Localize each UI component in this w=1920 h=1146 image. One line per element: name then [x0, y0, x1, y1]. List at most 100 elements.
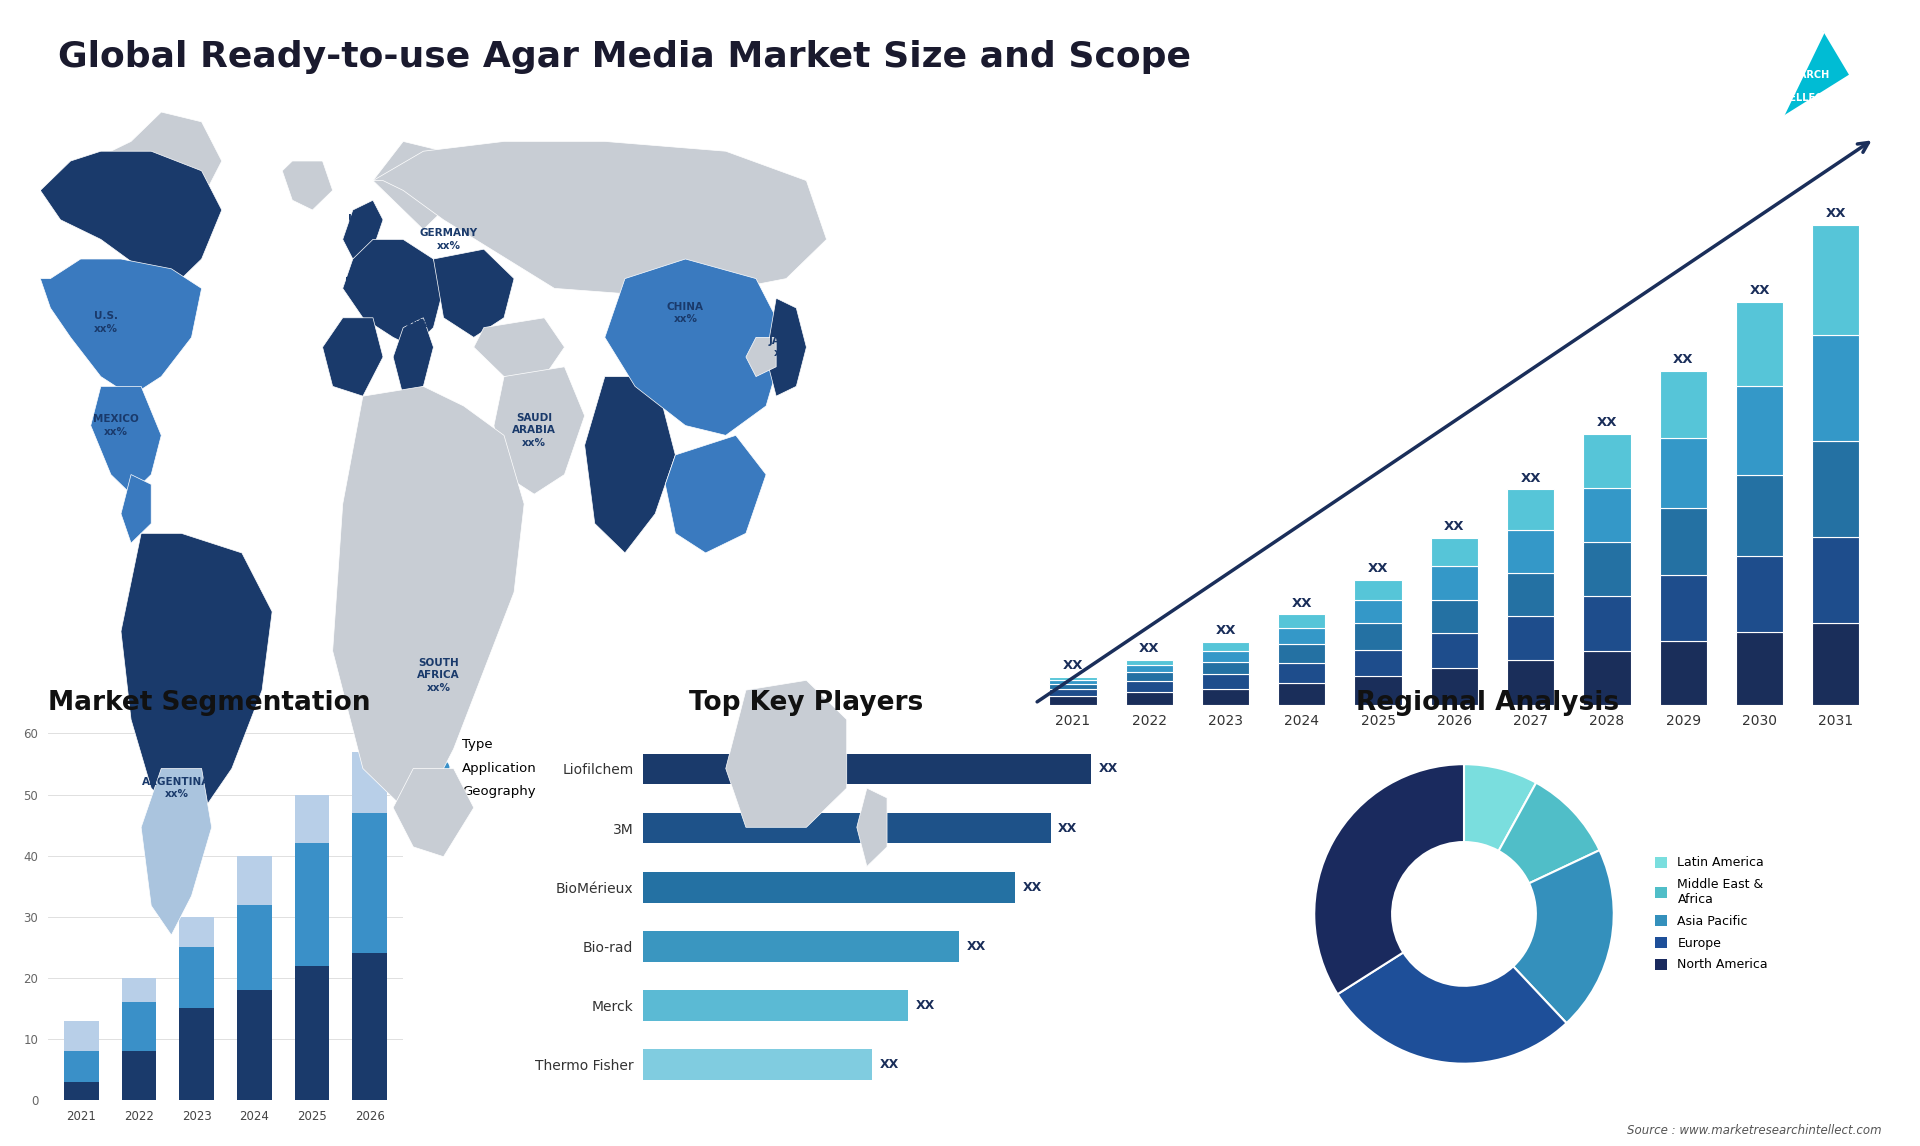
Bar — [1659, 508, 1707, 574]
Bar — [296, 843, 330, 966]
Wedge shape — [1463, 764, 1536, 851]
Bar — [1812, 441, 1859, 537]
Bar — [1050, 690, 1096, 697]
Text: XX: XX — [916, 999, 935, 1012]
Polygon shape — [31, 151, 221, 289]
Bar — [1507, 573, 1555, 617]
Bar — [1736, 474, 1784, 556]
Bar — [1125, 660, 1173, 665]
Text: XX: XX — [1521, 471, 1542, 485]
Bar — [1812, 336, 1859, 441]
Text: U.S.
xx%: U.S. xx% — [94, 312, 117, 333]
Bar — [1202, 651, 1250, 661]
Bar — [1736, 386, 1784, 474]
Bar — [353, 953, 388, 1100]
Bar — [643, 872, 1016, 903]
Text: SOUTH
AFRICA
xx%: SOUTH AFRICA xx% — [417, 658, 459, 693]
Bar — [1050, 680, 1096, 684]
Legend: Type, Application, Geography: Type, Application, Geography — [424, 732, 541, 803]
Text: Global Ready-to-use Agar Media Market Size and Scope: Global Ready-to-use Agar Media Market Si… — [58, 40, 1190, 74]
Bar — [1050, 697, 1096, 705]
Bar — [1584, 651, 1630, 705]
Text: RESEARCH: RESEARCH — [1770, 70, 1830, 80]
Polygon shape — [605, 259, 787, 435]
Legend: Latin America, Middle East &
Africa, Asia Pacific, Europe, North America: Latin America, Middle East & Africa, Asi… — [1649, 851, 1772, 976]
Bar — [1430, 633, 1478, 668]
Polygon shape — [394, 769, 474, 857]
Text: INTELLECT: INTELLECT — [1770, 94, 1830, 103]
Bar — [179, 948, 213, 1008]
Text: U.K.
xx%: U.K. xx% — [348, 213, 372, 236]
Text: XX: XX — [1749, 284, 1770, 297]
Bar — [1584, 542, 1630, 596]
Bar — [179, 917, 213, 948]
Text: FRANCE
xx%: FRANCE xx% — [344, 277, 392, 299]
Text: SPAIN
xx%: SPAIN xx% — [336, 346, 371, 368]
Polygon shape — [666, 435, 766, 552]
Bar — [1812, 537, 1859, 623]
Bar — [1125, 692, 1173, 705]
Bar — [1736, 633, 1784, 705]
Text: Market Segmentation: Market Segmentation — [48, 690, 371, 716]
Text: XX: XX — [1215, 625, 1236, 637]
Bar — [1050, 677, 1096, 680]
Bar — [63, 1021, 98, 1051]
Bar — [1584, 433, 1630, 488]
Bar — [1354, 676, 1402, 705]
Polygon shape — [434, 249, 515, 337]
Text: ARGENTINA
xx%: ARGENTINA xx% — [142, 777, 211, 799]
Text: XX: XX — [1444, 520, 1465, 533]
Polygon shape — [40, 259, 202, 397]
Bar — [63, 1082, 98, 1100]
Bar — [1202, 642, 1250, 651]
Bar — [1279, 644, 1325, 664]
Text: MARKET: MARKET — [1770, 46, 1816, 56]
Polygon shape — [142, 769, 211, 935]
Polygon shape — [111, 112, 221, 220]
Polygon shape — [856, 788, 887, 866]
Bar — [1354, 623, 1402, 650]
Text: BRAZIL
xx%: BRAZIL xx% — [180, 639, 223, 662]
Bar — [643, 754, 1091, 784]
Polygon shape — [372, 141, 826, 298]
Polygon shape — [332, 386, 524, 808]
Polygon shape — [90, 386, 161, 494]
Bar — [1354, 650, 1402, 676]
Bar — [1507, 617, 1555, 660]
Bar — [643, 1050, 872, 1080]
Bar — [1125, 673, 1173, 681]
Bar — [121, 1051, 156, 1100]
Bar — [1430, 537, 1478, 566]
Text: Regional Analysis: Regional Analysis — [1356, 690, 1620, 716]
Bar — [1354, 580, 1402, 599]
Bar — [1125, 681, 1173, 692]
Text: XX: XX — [1064, 659, 1083, 673]
Bar — [238, 904, 273, 990]
Text: XX: XX — [1826, 207, 1845, 220]
Bar — [1507, 489, 1555, 531]
Bar — [1659, 371, 1707, 438]
Bar — [1584, 596, 1630, 651]
Bar — [1279, 664, 1325, 683]
Bar — [1659, 574, 1707, 642]
Bar — [238, 990, 273, 1100]
Bar — [643, 813, 1050, 843]
Bar — [1736, 556, 1784, 633]
Bar — [1659, 642, 1707, 705]
Polygon shape — [394, 317, 434, 397]
Polygon shape — [344, 240, 444, 347]
Polygon shape — [584, 377, 676, 552]
Text: XX: XX — [879, 1058, 899, 1072]
Text: Top Key Players: Top Key Players — [689, 690, 924, 716]
Bar — [1736, 301, 1784, 386]
Bar — [296, 794, 330, 843]
Bar — [1202, 674, 1250, 689]
Text: XX: XX — [1367, 562, 1388, 575]
Polygon shape — [726, 681, 847, 827]
Bar — [1430, 668, 1478, 705]
Bar — [238, 856, 273, 904]
Bar — [1812, 225, 1859, 336]
Text: SAUDI
ARABIA
xx%: SAUDI ARABIA xx% — [513, 413, 557, 448]
Text: XX: XX — [1292, 597, 1311, 610]
Bar — [1659, 438, 1707, 508]
